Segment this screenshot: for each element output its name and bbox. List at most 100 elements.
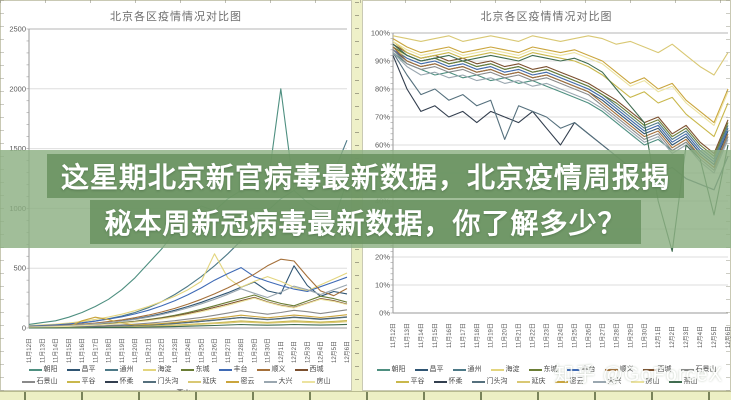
legend-label: 丰台 — [581, 366, 596, 373]
legend-line-swatch — [187, 380, 201, 383]
legend-line-swatch — [21, 380, 35, 383]
x-tick-label: 11月12日 — [390, 323, 397, 348]
x-tick-label: 11月27日 — [599, 323, 606, 348]
x-tick-label: 11月21日 — [516, 323, 523, 348]
x-tick-label: 11月18日 — [106, 338, 113, 363]
legend-item: 延庆 — [187, 376, 217, 387]
y-tick-label: 1500 — [9, 144, 26, 153]
y-tick-label: 500 — [13, 264, 26, 273]
legend-item: 燕山 — [668, 376, 698, 387]
x-tick-label: 11月27日 — [225, 338, 232, 363]
series-line-燕山 — [392, 43, 729, 252]
legend-line-swatch — [642, 368, 656, 371]
x-tick-label: 11月24日 — [185, 338, 192, 363]
legend-label: 东城 — [195, 366, 210, 373]
x-tick-label: 11月21日 — [145, 338, 152, 363]
legend-item: 门头沟 — [471, 376, 508, 387]
x-tick-label: 12月5日 — [331, 341, 338, 363]
x-tick-label: 11月23日 — [544, 323, 551, 348]
legend-item: 房山 — [301, 376, 331, 387]
x-tick-label: 11月28日 — [238, 338, 245, 363]
legend-line-swatch — [294, 368, 308, 371]
x-tick-label: 11月12日 — [26, 338, 33, 363]
series-line-丰台 — [392, 49, 729, 163]
x-tick-label: 12月3日 — [683, 326, 690, 348]
legend-label: 海淀 — [157, 366, 172, 373]
x-tick-label: 11月23日 — [172, 338, 179, 363]
legend-item: 门头沟 — [142, 376, 179, 387]
right-chart-canvas: 0%10%20%30%40%50%60%70%80%90%100%11月12日1… — [371, 29, 731, 349]
legend-line-swatch — [225, 380, 239, 383]
legend-label: 朝阳 — [391, 366, 406, 373]
legend-label: 通州 — [467, 366, 482, 373]
legend-label: 平谷 — [81, 378, 96, 385]
legend-item: 丰台 — [566, 364, 596, 375]
legend-label: 昌平 — [429, 366, 444, 373]
legend-line-swatch — [528, 368, 542, 371]
y-tick-label: 90% — [375, 57, 390, 66]
x-tick-label: 11月19日 — [488, 323, 495, 348]
legend-line-swatch — [395, 380, 409, 383]
legend-item: 海淀 — [142, 364, 172, 375]
legend-item: 大兴 — [592, 376, 622, 387]
series-line-平谷 — [392, 40, 729, 138]
legend-line-swatch — [554, 380, 568, 383]
left-chart-canvas: 0500100015002000250011月12日11月13日11月14日11… — [9, 25, 351, 364]
legend-item: 通州 — [452, 364, 482, 375]
legend-line-swatch — [66, 368, 80, 371]
y-tick-label: 70% — [375, 113, 390, 122]
legend-label: 西城 — [657, 366, 672, 373]
headline-line-1: 这星期北京新官病毒最新数据，北京疫情周报揭 — [46, 154, 684, 198]
legend-item: 平谷 — [395, 376, 425, 387]
y-tick-label: 80% — [375, 85, 390, 94]
legend-label: 石景山 — [36, 378, 58, 385]
series-line-顺义 — [28, 258, 348, 328]
legend-item: 房山 — [630, 376, 660, 387]
headline-line-2: 秘本周新冠病毒最新数据，你了解多少？ — [90, 200, 641, 244]
series-line-东城 — [392, 46, 729, 157]
series-line-西城 — [392, 43, 729, 154]
x-tick-label: 11月26日 — [585, 323, 592, 348]
legend-item: 通州 — [104, 364, 134, 375]
legend-item: 顺义 — [256, 364, 286, 375]
legend-line-swatch — [301, 380, 315, 383]
legend-item: 丰台 — [218, 364, 248, 375]
legend-item: 东城 — [528, 364, 558, 375]
x-tick-label: 11月30日 — [641, 323, 648, 348]
series-line-大兴 — [28, 284, 348, 328]
legend-item: 朝阳 — [376, 364, 406, 375]
legend-line-swatch — [630, 380, 644, 383]
legend-label: 门头沟 — [157, 378, 179, 385]
x-tick-label: 11月19日 — [119, 338, 126, 363]
legend-item: 石景山 — [21, 376, 58, 387]
legend-item: 昌平 — [414, 364, 444, 375]
legend-label: 延庆 — [531, 378, 546, 385]
legend-line-swatch — [490, 368, 504, 371]
series-line-燕山 — [28, 323, 348, 329]
series-line-密云 — [392, 38, 729, 124]
legend-line-swatch — [516, 380, 530, 383]
series-line-丰台 — [28, 267, 348, 327]
x-tick-label: 12月5日 — [711, 326, 718, 348]
legend-label: 顺义 — [271, 366, 286, 373]
legend-label: 延庆 — [202, 378, 217, 385]
legend-line-swatch — [452, 368, 466, 371]
legend-line-swatch — [218, 368, 232, 371]
legend-label: 平谷 — [410, 378, 425, 385]
legend-label: 丰台 — [233, 366, 248, 373]
x-tick-label: 11月28日 — [613, 323, 620, 348]
legend-item: 海淀 — [490, 364, 520, 375]
legend-label: 大兴 — [278, 378, 293, 385]
x-tick-label: 11月15日 — [66, 338, 73, 363]
legend-line-swatch — [592, 380, 606, 383]
left-chart-title: 北京各区疫情情况对比图 — [110, 11, 242, 23]
bottom-tick-marks — [0, 392, 731, 400]
bottom-spreadsheet-strip — [0, 391, 731, 400]
legend-item: 顺义 — [604, 364, 634, 375]
legend-item: 延庆 — [516, 376, 546, 387]
legend-label: 东城 — [543, 366, 558, 373]
x-tick-label: 11月22日 — [530, 323, 537, 348]
legend-item: 密云 — [225, 376, 255, 387]
legend-line-swatch — [28, 368, 42, 371]
legend-item: 平谷 — [66, 376, 96, 387]
